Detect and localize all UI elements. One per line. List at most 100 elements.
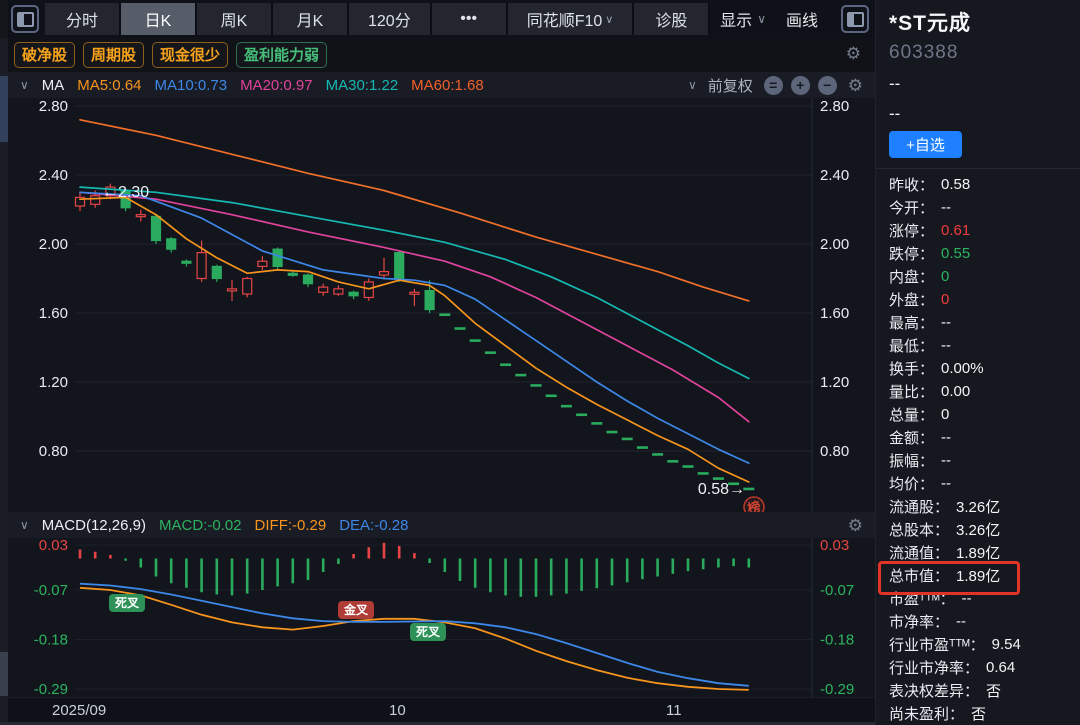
tab-120分[interactable]: 120分: [349, 3, 432, 35]
stock-tag[interactable]: 盈利能力弱: [236, 42, 328, 68]
stock-name: *ST元成: [889, 12, 972, 35]
stat-row: 总量： 0: [889, 403, 1076, 426]
chevron-down-icon: ∨: [605, 13, 614, 26]
cross-badge-death: 死叉: [109, 594, 146, 613]
zoom-out-icon[interactable]: −: [817, 75, 837, 95]
stat-row: 总市值： 1.89亿: [889, 564, 1076, 587]
stat-value: --: [941, 475, 952, 492]
stat-label: 量比：: [889, 384, 935, 401]
stat-row: 振幅： --: [889, 449, 1076, 472]
candles: [74, 183, 755, 491]
tab-日K[interactable]: 日K: [121, 3, 197, 35]
collapse-chevron-icon[interactable]: ∨: [20, 78, 29, 92]
svg-text:-0.18: -0.18: [820, 632, 854, 649]
tab-周K[interactable]: 周K: [197, 3, 273, 35]
current-price: --: [889, 74, 901, 93]
ma-value: MA30:1.22: [325, 76, 399, 94]
adjust-lines-icon[interactable]: =: [763, 75, 783, 95]
svg-text:2.40: 2.40: [820, 167, 849, 184]
cross-badge-golden: 金叉: [338, 601, 375, 620]
stock-tag[interactable]: 破净股: [14, 42, 76, 68]
settings-gear-icon[interactable]: ⚙: [847, 515, 863, 535]
draw-line-button[interactable]: 画线: [786, 7, 818, 31]
seal-stamp-icon[interactable]: [743, 496, 765, 512]
svg-text:1.60: 1.60: [820, 305, 849, 322]
left-edge-strip[interactable]: [0, 0, 8, 725]
toolbar-right: 显示 ∨ 画线: [720, 5, 871, 33]
stat-value: 9.54: [991, 636, 1021, 653]
tab-label: •••: [460, 10, 478, 27]
stat-row: 跌停： 0.55: [889, 242, 1076, 265]
settings-gear-icon[interactable]: ⚙: [847, 75, 863, 95]
stat-value: 0.00%: [941, 360, 984, 377]
ma-title: MA: [41, 76, 65, 94]
stat-label: 总市值：: [889, 568, 950, 585]
tab-label: 周K: [220, 13, 248, 30]
panel-glyph: [16, 11, 34, 27]
svg-text:榜: 榜: [746, 499, 762, 512]
stat-value: 0.58: [941, 176, 971, 193]
stat-value: 0: [941, 291, 950, 308]
stat-row: 表决权差异： 否: [889, 679, 1076, 702]
stat-value: 0: [941, 406, 950, 423]
draw-line-label: 画线: [785, 13, 818, 30]
stat-value: --: [941, 199, 952, 216]
panel-toggle-left-icon[interactable]: [11, 5, 39, 33]
collapse-chevron-icon[interactable]: ∨: [20, 518, 29, 532]
stat-label: 跌停：: [889, 246, 935, 263]
svg-text:2.80: 2.80: [39, 98, 68, 115]
tab-月K[interactable]: 月K: [273, 3, 349, 35]
panel-toggle-right-icon[interactable]: [841, 5, 869, 33]
ma-bar-controls: ∨ 前复权 = + − ⚙: [688, 75, 863, 96]
add-watchlist-button[interactable]: +自选: [889, 131, 962, 158]
stat-label: 市净率：: [889, 614, 950, 631]
chevron-down-icon[interactable]: ∨: [687, 78, 697, 92]
stat-row: 行业市净率： 0.64: [889, 656, 1076, 679]
tab-同花顺F10[interactable]: 同花顺F10 ∨: [507, 3, 635, 35]
svg-text:2.80: 2.80: [820, 98, 849, 115]
tab-•••[interactable]: •••: [431, 3, 508, 35]
ma-value: MA5:0.64: [77, 76, 142, 94]
date-axis-label: 2025/09: [52, 702, 107, 719]
stat-value: 0: [941, 268, 950, 285]
panel-glyph: [846, 11, 864, 27]
chart-zoom-controls: = + −: [763, 75, 837, 95]
stock-tags-row: 破净股 周期股 现金很少 盈利能力弱 ⚙: [8, 38, 875, 72]
stat-label: 外盘：: [889, 292, 935, 309]
stat-label: 行业市盈ᵀᵀᴹ：: [889, 637, 985, 654]
quote-stats-list: 昨收： 0.58 今开： -- 涨停： 0.61 跌停： 0.55 内盘： 0 外盘： 0 最高： -- 最…: [889, 173, 1076, 725]
stat-value: --: [941, 337, 952, 354]
stat-label: 涨停：: [889, 223, 935, 240]
stat-value: 3.26亿: [956, 522, 1001, 539]
svg-text:1.20: 1.20: [39, 374, 68, 391]
kline-chart[interactable]: 2.80 2.80 2.40 2.40 2.00 2.00 1.60 1.60 1.20 1.20…: [8, 98, 875, 512]
chevron-down-icon: ∨: [757, 12, 766, 26]
tab-诊股[interactable]: 诊股: [634, 3, 711, 35]
stock-tag[interactable]: 周期股: [83, 42, 145, 68]
stat-value: --: [941, 429, 952, 446]
last-price-annotation: 0.58→: [698, 481, 745, 498]
tab-label: 120分: [368, 13, 411, 30]
ma-value: MA10:0.73: [154, 76, 228, 94]
stat-value: --: [956, 613, 967, 630]
tab-分时[interactable]: 分时: [45, 3, 121, 35]
ma-value: MA20:0.97: [240, 76, 313, 94]
display-menu[interactable]: 显示 ∨: [720, 7, 766, 31]
stat-value: --: [941, 314, 952, 331]
macd-title: MACD(12,26,9): [41, 516, 146, 534]
tab-label: 同花顺F10: [526, 13, 603, 30]
zoom-in-icon[interactable]: +: [790, 75, 810, 95]
adjust-mode-label[interactable]: 前复权: [707, 77, 753, 95]
stat-label: 昨收：: [889, 177, 935, 194]
stat-row: 昨收： 0.58: [889, 173, 1076, 196]
stat-value: 0.00: [941, 383, 971, 400]
svg-text:0.80: 0.80: [39, 443, 68, 460]
stat-row: 最高： --: [889, 311, 1076, 334]
bottom-edge-strip: [0, 722, 875, 725]
macd-indicator-bar: ∨ MACD(12,26,9) MACD:-0.02 DIFF:-0.29 DEA:…: [8, 512, 875, 538]
macd-chart[interactable]: 0.03 0.03 -0.07 -0.07 -0.18 -0.18 -0.29 -0.29: [8, 538, 875, 697]
settings-gear-icon[interactable]: ⚙: [845, 44, 861, 63]
divider: [876, 168, 1080, 169]
stock-tag[interactable]: 现金很少: [152, 42, 229, 68]
